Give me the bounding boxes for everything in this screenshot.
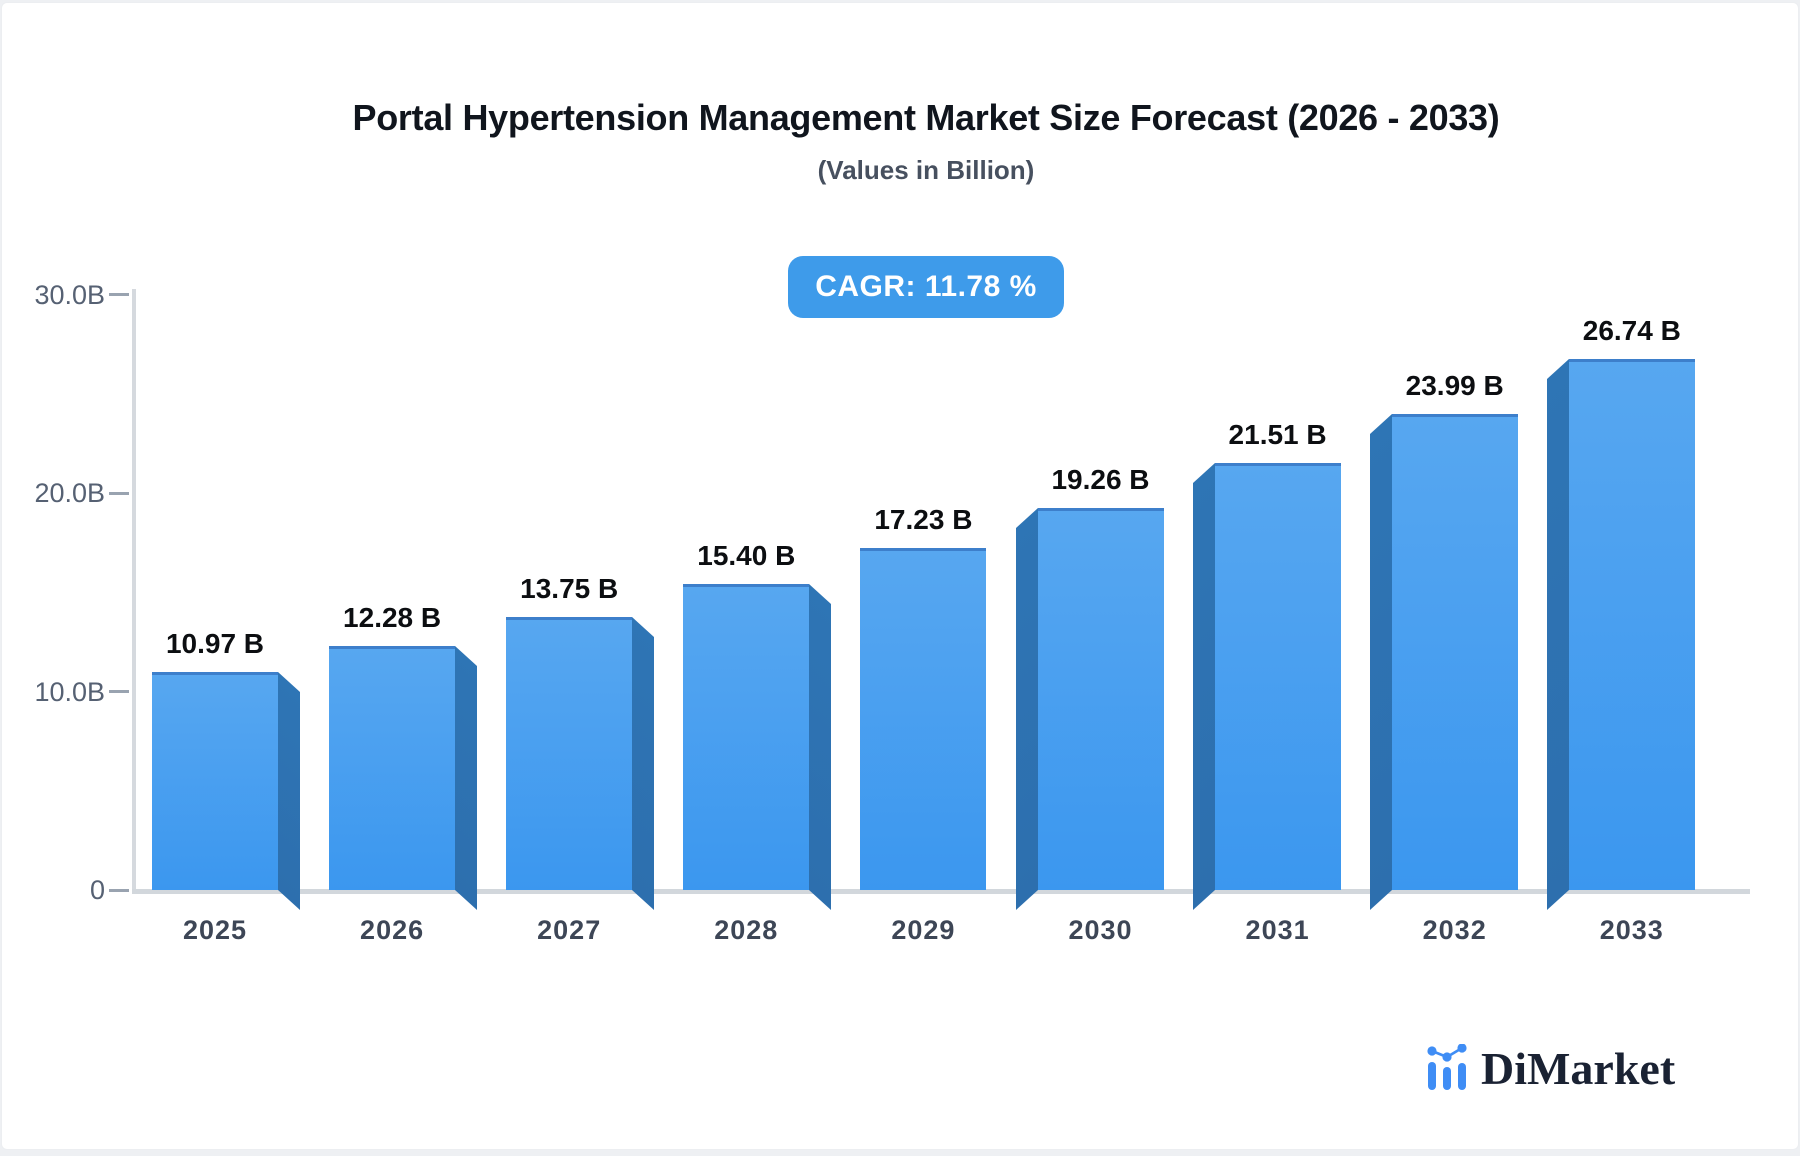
- value-label: 21.51 B: [1228, 419, 1327, 451]
- bar-2028[interactable]: [683, 584, 810, 890]
- category-label: 2029: [891, 915, 956, 945]
- category-label: 2026: [360, 915, 425, 945]
- bar-2032[interactable]: [1391, 413, 1518, 890]
- bar-2026[interactable]: [329, 646, 456, 890]
- page-title: Portal Hypertension Management Market Si…: [352, 97, 1500, 138]
- x-axis-line: [132, 889, 1750, 894]
- bar-2033[interactable]: [1568, 359, 1695, 890]
- category-label: 2027: [537, 915, 602, 945]
- y-tick-dash: [109, 690, 129, 693]
- value-label: 10.97 B: [165, 628, 265, 660]
- bar-side: [278, 672, 300, 911]
- y-tick-dash: [109, 888, 129, 892]
- value-label: 23.99 B: [1405, 369, 1504, 401]
- value-label: 26.74 B: [1582, 315, 1681, 347]
- bar-side: [455, 646, 478, 911]
- brand-logo: DiMarket: [1426, 1043, 1675, 1095]
- y-tick-label: 0: [89, 875, 105, 905]
- category-label: 2031: [1245, 915, 1310, 945]
- page-subtitle: (Values in Billion): [817, 155, 1035, 185]
- cagr-badge-row: CAGR: 11.78 %: [54, 256, 1798, 318]
- brand-name: DiMarket: [1481, 1043, 1676, 1094]
- y-tick-dash: [109, 293, 129, 296]
- bar-side: [1192, 463, 1215, 911]
- bar-side: [632, 617, 655, 911]
- value-label: 17.23 B: [874, 503, 973, 535]
- plot-area: 30.0B 20.0B 10.0B 0 10.97 B 2025 12.28 B 2026 13…: [2, 3, 1798, 1149]
- y-tick-dash: [109, 491, 129, 495]
- y-tick-label: 10.0B: [34, 676, 105, 707]
- bar-side: [1015, 507, 1038, 911]
- chart-header: Portal Hypertension Management Market Si…: [54, 95, 1798, 187]
- value-label: 13.75 B: [520, 573, 619, 605]
- bar-2031[interactable]: [1214, 463, 1341, 890]
- bar-2030[interactable]: [1037, 507, 1164, 890]
- value-label: 12.28 B: [343, 602, 442, 634]
- value-label: 19.26 B: [1051, 463, 1150, 495]
- category-label: 2025: [182, 915, 248, 945]
- y-tick-label: 30.0B: [34, 279, 105, 310]
- category-label: 2033: [1599, 915, 1664, 945]
- mini-bar-chart-icon: [1427, 1044, 1467, 1090]
- bar-2027[interactable]: [506, 617, 633, 890]
- bar-2029[interactable]: [860, 547, 987, 890]
- bar-side: [1369, 413, 1392, 911]
- y-axis-line: [132, 289, 136, 891]
- value-label: 15.40 B: [697, 540, 796, 572]
- cagr-badge: CAGR: 11.78 %: [788, 256, 1064, 318]
- bar-side: [809, 584, 832, 911]
- bar-2025[interactable]: [152, 672, 278, 890]
- category-label: 2028: [714, 915, 779, 945]
- bar-side: [1546, 359, 1569, 911]
- category-label: 2030: [1068, 915, 1133, 945]
- category-label: 2032: [1422, 915, 1487, 945]
- y-tick-label: 20.0B: [34, 478, 105, 508]
